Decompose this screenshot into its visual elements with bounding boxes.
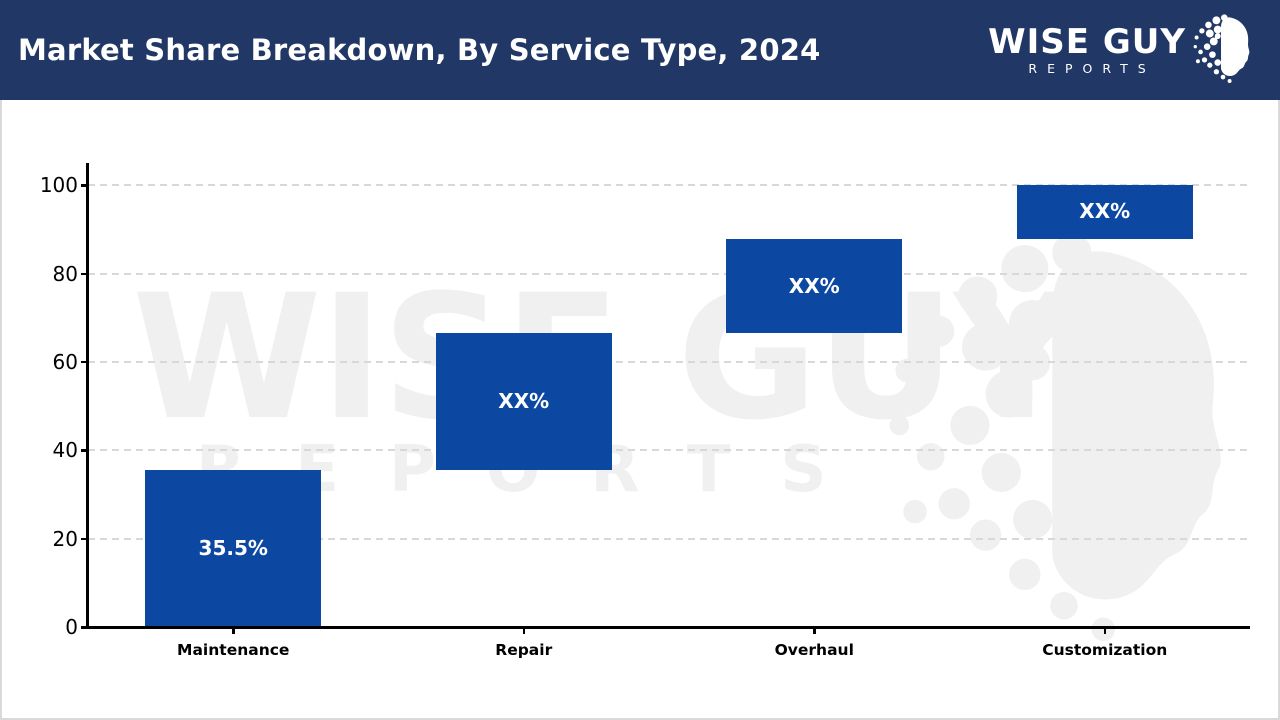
bar-value-label: XX% <box>1079 199 1131 224</box>
logo-wordmark: WISE GUY REPORTS <box>988 25 1186 76</box>
x-tick-label: Overhaul <box>774 641 854 659</box>
bar-value-label: XX% <box>498 389 550 414</box>
bar-repair <box>435 333 612 471</box>
x-tick-label: Repair <box>495 641 553 659</box>
y-tick-label: 100 <box>39 173 78 198</box>
y-gridline <box>88 184 1250 187</box>
y-tick-label: 20 <box>52 526 78 551</box>
x-tick-label: Customization <box>1042 641 1168 659</box>
x-tick-label: Maintenance <box>177 641 290 659</box>
x-tickmark <box>1103 627 1107 634</box>
x-tickmark <box>232 627 235 634</box>
y-tickmark <box>81 184 88 187</box>
bar-value-label: XX% <box>788 274 840 299</box>
x-tickmark <box>813 627 816 634</box>
y-tickmark <box>81 449 88 452</box>
y-tick-label: 80 <box>52 261 78 286</box>
x-tickmark <box>522 627 526 634</box>
bar-overhaul <box>726 239 903 334</box>
bar-customization <box>1016 185 1193 240</box>
y-gridline <box>88 449 1250 452</box>
y-axis-line <box>86 163 89 629</box>
y-tickmark <box>81 272 88 276</box>
y-tickmark <box>81 626 88 629</box>
y-tick-label: 40 <box>52 438 78 463</box>
watermark-face-icon <box>889 233 1221 641</box>
logo-wiseguy-text: WISE GUY <box>988 21 1186 62</box>
y-tickmark <box>81 537 88 541</box>
y-gridline <box>88 360 1250 363</box>
y-gridline <box>88 272 1250 275</box>
logo-reports-text: REPORTS <box>1028 60 1156 76</box>
y-gridline <box>88 537 1250 540</box>
wiseguy-face-icon <box>1193 14 1250 83</box>
bar-value-label: 35.5% <box>198 536 268 561</box>
header-bar: Market Share Breakdown, By Service Type,… <box>0 0 1280 100</box>
y-tickmark <box>81 360 88 364</box>
bar-maintenance <box>145 470 322 627</box>
chart-title: Market Share Breakdown, By Service Type,… <box>18 33 821 67</box>
y-tick-label: 60 <box>52 349 78 374</box>
y-tick-label: 0 <box>65 615 78 639</box>
brand-logo: WISE GUY REPORTS <box>988 11 1256 89</box>
x-axis-line <box>86 626 1250 629</box>
